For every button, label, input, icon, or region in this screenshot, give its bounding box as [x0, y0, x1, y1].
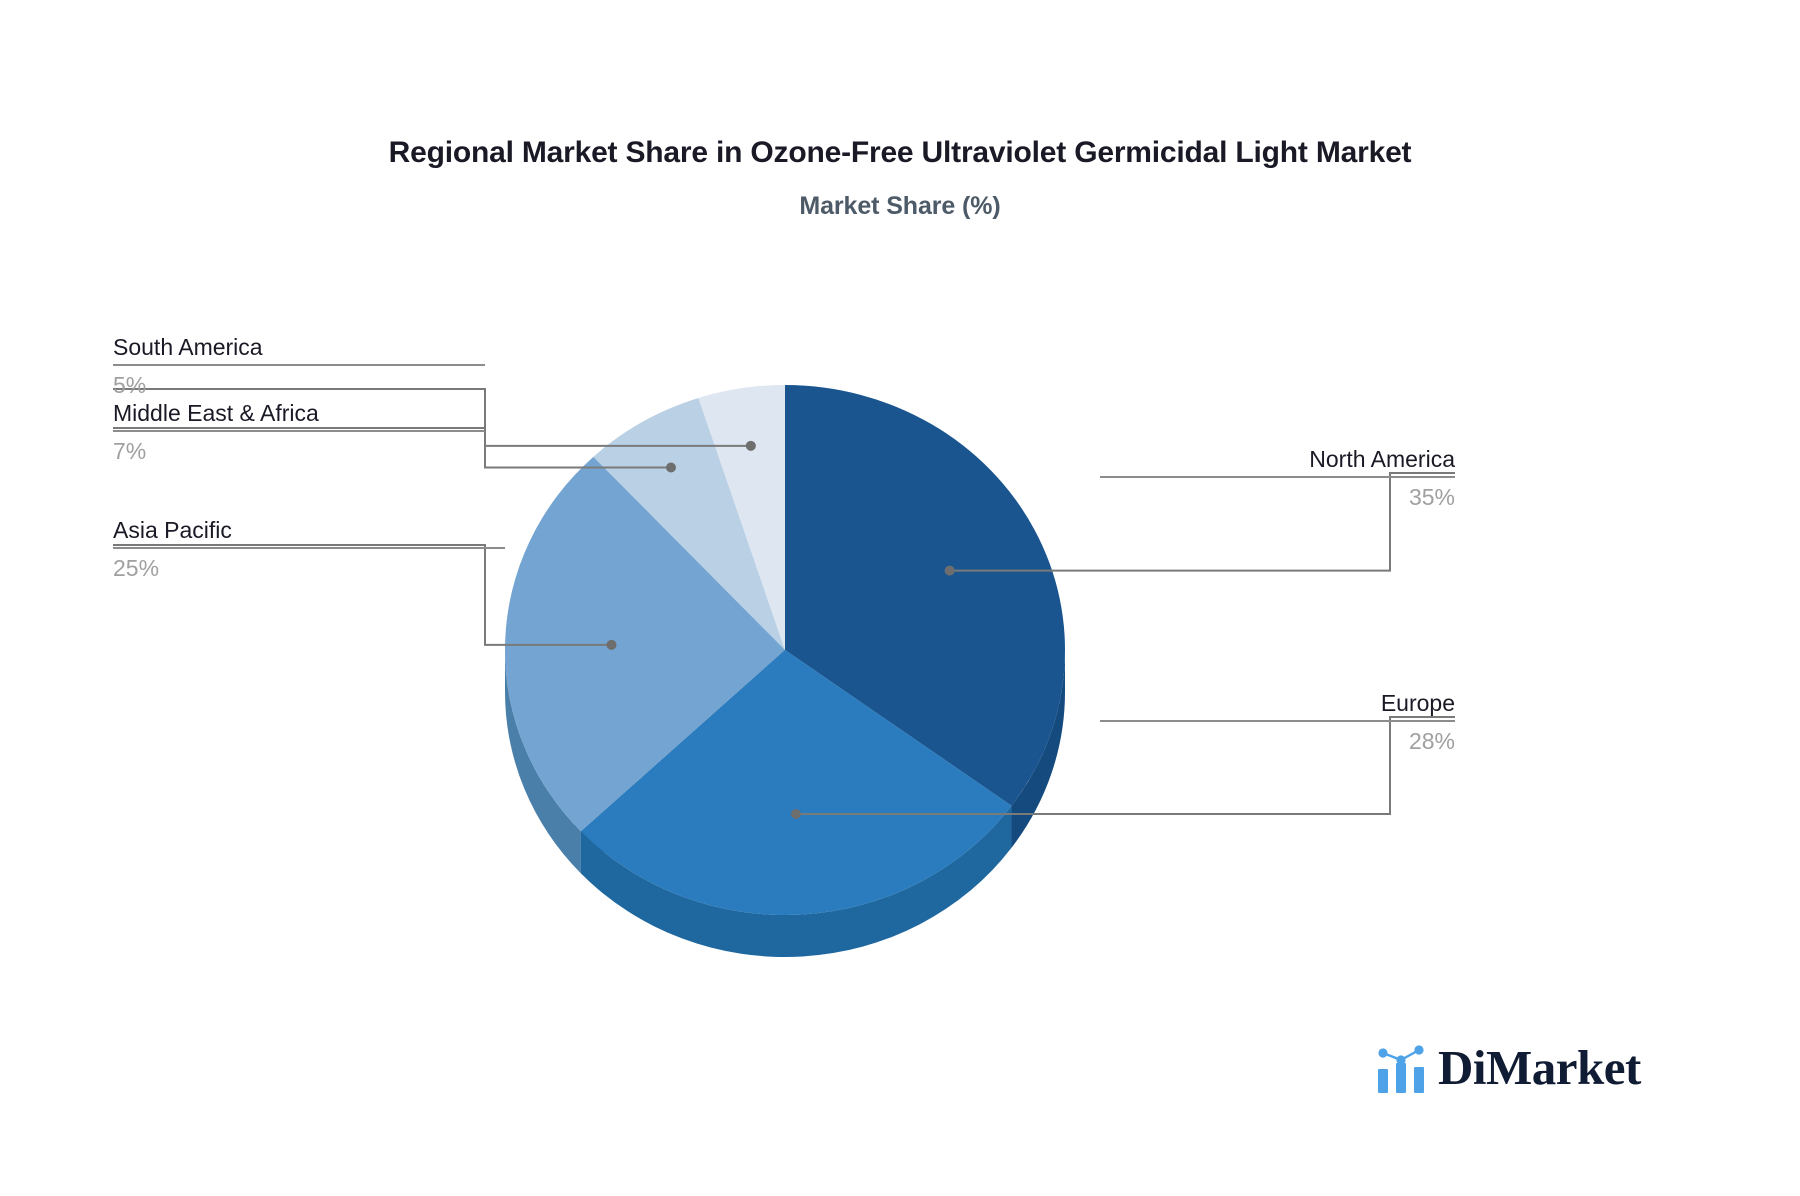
logo-dot-2	[1414, 1045, 1424, 1055]
callout-label-name: North America	[1309, 446, 1455, 472]
leader-line-2	[113, 544, 612, 646]
callout-label-name: Europe	[1380, 690, 1455, 716]
leader-lines-group	[113, 388, 1455, 819]
leader-line-1	[795, 716, 1455, 815]
logo-bar-0	[1378, 1069, 1388, 1093]
brand-name: DiMarket	[1438, 1040, 1641, 1095]
chart-title: Regional Market Share in Ozone-Free Ultr…	[388, 136, 1412, 169]
leader-dot-1	[790, 808, 801, 819]
pie-slice-side-0	[1011, 650, 1065, 848]
pie-slices-group	[505, 385, 1065, 958]
callout-label-value: 5%	[113, 372, 147, 398]
chart-subtitle: Market Share (%)	[799, 192, 1001, 220]
callout-middle-east-africa[interactable]: Middle East & Africa 7%	[113, 398, 485, 468]
callout-label-value: 28%	[1408, 728, 1455, 754]
leader-line-0	[949, 472, 1455, 572]
callout-label-name: Middle East & Africa	[113, 400, 319, 426]
callout-rule	[113, 430, 485, 432]
callout-label-value: 35%	[1408, 484, 1455, 510]
callout-north-america[interactable]: North America 35%	[1100, 444, 1455, 514]
callout-label-name: South America	[113, 334, 263, 360]
callout-asia-pacific[interactable]: Asia Pacific 25%	[113, 515, 505, 585]
logo-dot-1	[1396, 1055, 1406, 1065]
leader-line-3	[113, 427, 671, 469]
bar-chart-icon	[1376, 1043, 1428, 1093]
callout-rule	[1100, 476, 1455, 478]
leader-dot-0	[944, 565, 955, 576]
pie-slice-asia-pacific[interactable]	[505, 456, 785, 832]
leader-dot-2	[606, 639, 617, 650]
logo-bar-1	[1396, 1063, 1406, 1093]
callout-south-america[interactable]: South America 5%	[113, 332, 485, 402]
callout-label-name: Asia Pacific	[113, 517, 232, 543]
pie-slice-side-2	[505, 650, 581, 874]
callout-rule	[113, 547, 505, 549]
leader-dot-3	[665, 462, 676, 473]
logo-dot-0	[1378, 1048, 1388, 1058]
pie-slice-north-america[interactable]	[785, 385, 1065, 806]
pie-slice-middle-east-africa[interactable]	[593, 397, 785, 650]
brand-logo: DiMarket	[1376, 1043, 1641, 1093]
pie-slice-south-america[interactable]	[698, 385, 785, 650]
callout-rule	[113, 364, 485, 366]
callout-label-value: 25%	[113, 555, 160, 581]
callout-label-value: 7%	[113, 438, 147, 464]
callout-rule	[1100, 720, 1455, 722]
pie-slice-side-1	[580, 805, 1012, 958]
logo-bar-2	[1414, 1067, 1424, 1093]
pie-slice-europe[interactable]	[580, 650, 1012, 916]
callout-europe[interactable]: Europe 28%	[1100, 688, 1455, 758]
leader-line-4	[113, 388, 751, 447]
leader-dot-4	[745, 440, 756, 451]
